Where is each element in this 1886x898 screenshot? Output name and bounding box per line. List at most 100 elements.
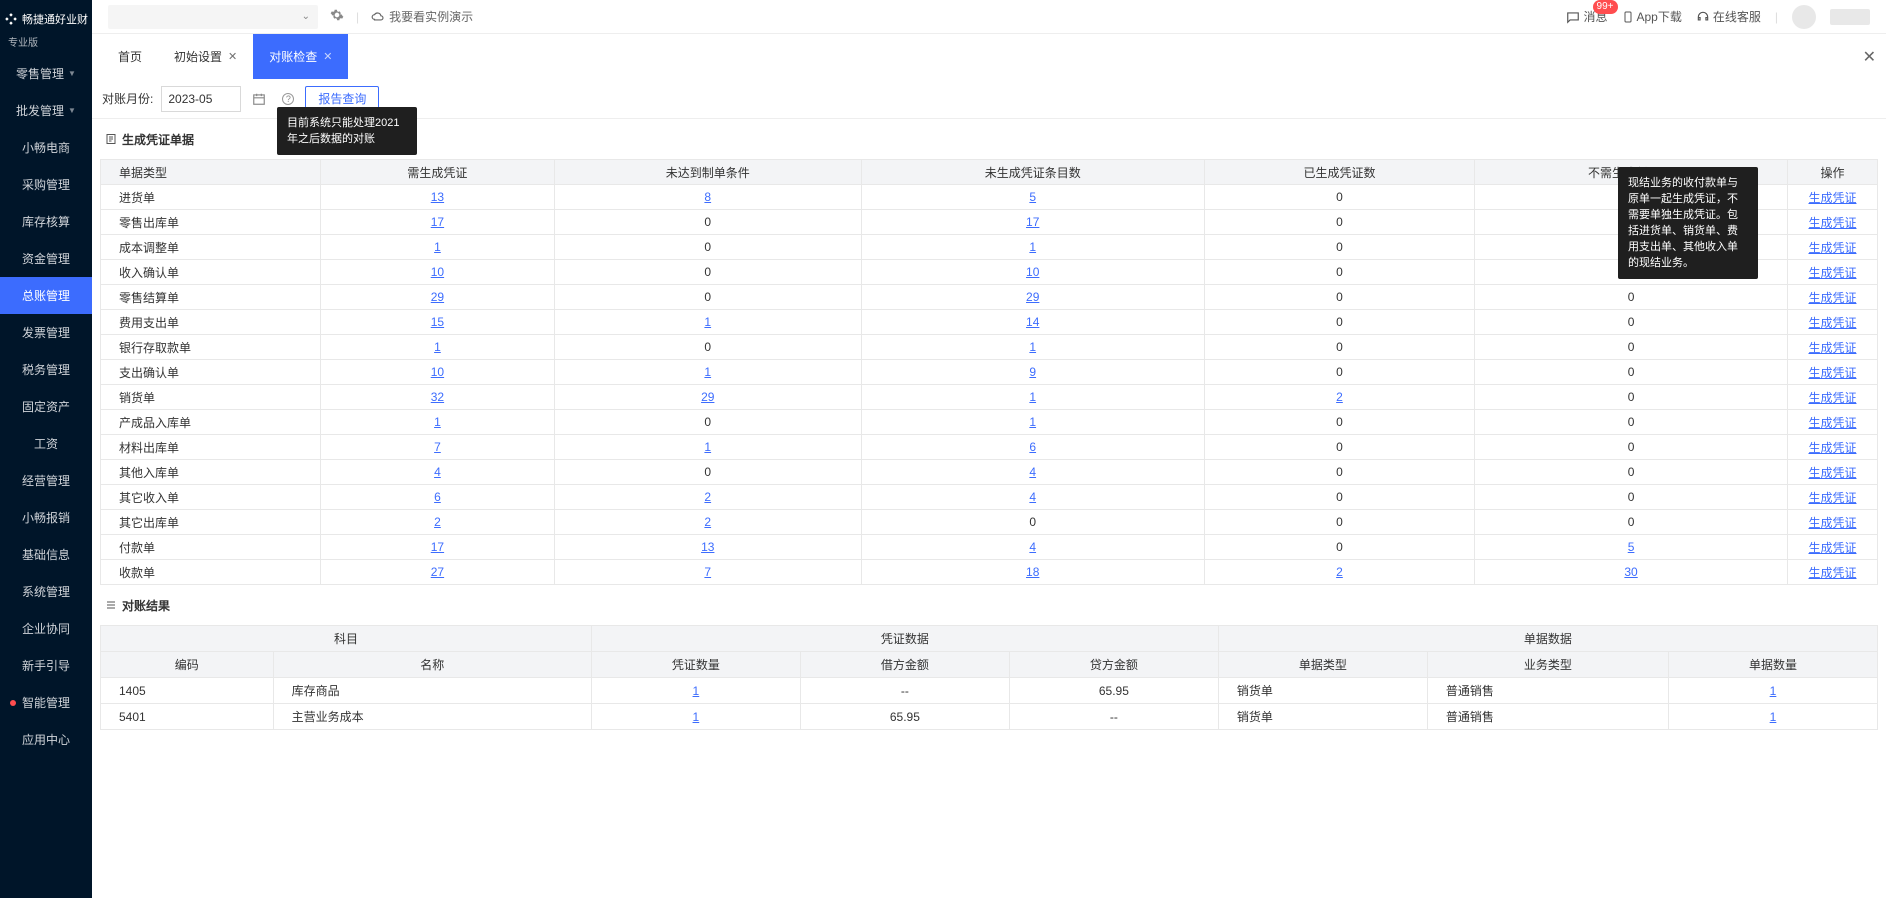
link[interactable]: 6 xyxy=(434,490,441,504)
generate-voucher-link[interactable]: 生成凭证 xyxy=(1808,266,1856,280)
link[interactable]: 7 xyxy=(434,440,441,454)
link[interactable]: 14 xyxy=(1026,315,1039,329)
sidebar-item[interactable]: 资金管理 xyxy=(0,240,92,277)
link[interactable]: 29 xyxy=(1026,290,1039,304)
calendar-icon[interactable] xyxy=(249,89,269,109)
sidebar-item[interactable]: 采购管理 xyxy=(0,166,92,203)
generate-voucher-link[interactable]: 生成凭证 xyxy=(1808,191,1856,205)
sidebar-item[interactable]: 企业协同 xyxy=(0,610,92,647)
link[interactable]: 1 xyxy=(704,440,711,454)
generate-voucher-link[interactable]: 生成凭证 xyxy=(1808,491,1856,505)
sidebar-item[interactable]: 发票管理 xyxy=(0,314,92,351)
sidebar-item[interactable]: 小畅电商 xyxy=(0,129,92,166)
link[interactable]: 32 xyxy=(431,390,444,404)
link[interactable]: 5 xyxy=(1029,190,1036,204)
sidebar-item[interactable]: 小畅报销 xyxy=(0,499,92,536)
link[interactable]: 18 xyxy=(1026,565,1039,579)
link[interactable]: 1 xyxy=(704,315,711,329)
link[interactable]: 1 xyxy=(434,415,441,429)
generate-voucher-link[interactable]: 生成凭证 xyxy=(1808,466,1856,480)
sidebar-item[interactable]: 基础信息 xyxy=(0,536,92,573)
link[interactable]: 2 xyxy=(1336,565,1343,579)
link[interactable]: 4 xyxy=(434,465,441,479)
link[interactable]: 1 xyxy=(1029,240,1036,254)
link[interactable]: 1 xyxy=(1029,340,1036,354)
generate-voucher-link[interactable]: 生成凭证 xyxy=(1808,366,1856,380)
link[interactable]: 1 xyxy=(1029,390,1036,404)
username[interactable] xyxy=(1830,9,1870,25)
sidebar-item[interactable]: 系统管理 xyxy=(0,573,92,610)
link[interactable]: 1 xyxy=(704,365,711,379)
tab-reconciliation[interactable]: 对账检查✕ xyxy=(253,34,348,79)
link[interactable]: 5 xyxy=(1628,540,1635,554)
close-icon[interactable]: ✕ xyxy=(323,50,332,63)
link[interactable]: 30 xyxy=(1624,565,1637,579)
link[interactable]: 10 xyxy=(431,265,444,279)
generate-voucher-link[interactable]: 生成凭证 xyxy=(1808,216,1856,230)
link[interactable]: 9 xyxy=(1029,365,1036,379)
link[interactable]: 2 xyxy=(704,515,711,529)
month-input[interactable]: 2023-05 xyxy=(161,86,241,112)
link[interactable]: 29 xyxy=(431,290,444,304)
sidebar-item[interactable]: 智能管理 xyxy=(0,684,92,721)
sidebar-item[interactable]: 应用中心 xyxy=(0,721,92,758)
link[interactable]: 13 xyxy=(431,190,444,204)
generate-voucher-link[interactable]: 生成凭证 xyxy=(1808,441,1856,455)
link[interactable]: 10 xyxy=(1026,265,1039,279)
link[interactable]: 2 xyxy=(434,515,441,529)
link[interactable]: 7 xyxy=(704,565,711,579)
link[interactable]: 17 xyxy=(1026,215,1039,229)
sidebar-item[interactable]: 新手引导 xyxy=(0,647,92,684)
link[interactable]: 2 xyxy=(704,490,711,504)
sidebar-item[interactable]: 经营管理 xyxy=(0,462,92,499)
link[interactable]: 4 xyxy=(1029,490,1036,504)
link[interactable]: 10 xyxy=(431,365,444,379)
tab-initial-setup[interactable]: 初始设置✕ xyxy=(158,34,253,79)
app-download[interactable]: App下载 xyxy=(1622,8,1682,25)
generate-voucher-link[interactable]: 生成凭证 xyxy=(1808,291,1856,305)
generate-voucher-link[interactable]: 生成凭证 xyxy=(1808,341,1856,355)
link[interactable]: 8 xyxy=(704,190,711,204)
generate-voucher-link[interactable]: 生成凭证 xyxy=(1808,516,1856,530)
sidebar-item[interactable]: 总账管理 xyxy=(0,277,92,314)
link[interactable]: 1 xyxy=(693,684,700,698)
org-selector[interactable]: ⌄ xyxy=(108,5,318,29)
link[interactable]: 4 xyxy=(1029,465,1036,479)
tab-home[interactable]: 首页 xyxy=(102,34,158,79)
demo-link[interactable]: 我要看实例演示 xyxy=(371,8,473,25)
link[interactable]: 27 xyxy=(431,565,444,579)
gear-icon[interactable] xyxy=(330,8,344,25)
sidebar-item[interactable]: 固定资产 xyxy=(0,388,92,425)
link[interactable]: 1 xyxy=(1770,684,1777,698)
sidebar-item[interactable]: 库存核算 xyxy=(0,203,92,240)
generate-voucher-link[interactable]: 生成凭证 xyxy=(1808,416,1856,430)
customer-service[interactable]: 在线客服 xyxy=(1696,8,1761,25)
sidebar-item[interactable]: 零售管理▼ xyxy=(0,55,92,92)
sidebar-item[interactable]: 税务管理 xyxy=(0,351,92,388)
link[interactable]: 1 xyxy=(434,240,441,254)
generate-voucher-link[interactable]: 生成凭证 xyxy=(1808,241,1856,255)
link[interactable]: 1 xyxy=(693,710,700,724)
link[interactable]: 15 xyxy=(431,315,444,329)
sidebar-item[interactable]: 工资 xyxy=(0,425,92,462)
link[interactable]: 17 xyxy=(431,215,444,229)
help-icon[interactable]: ? xyxy=(277,89,297,109)
link[interactable]: 1 xyxy=(1770,710,1777,724)
generate-voucher-link[interactable]: 生成凭证 xyxy=(1808,316,1856,330)
generate-voucher-link[interactable]: 生成凭证 xyxy=(1808,391,1856,405)
close-all-icon[interactable]: ✕ xyxy=(1863,47,1876,67)
link[interactable]: 17 xyxy=(431,540,444,554)
sidebar-item[interactable]: 批发管理▼ xyxy=(0,92,92,129)
link[interactable]: 6 xyxy=(1029,440,1036,454)
link[interactable]: 4 xyxy=(1029,540,1036,554)
avatar[interactable] xyxy=(1792,5,1816,29)
close-icon[interactable]: ✕ xyxy=(228,50,237,63)
link[interactable]: 1 xyxy=(1029,415,1036,429)
generate-voucher-link[interactable]: 生成凭证 xyxy=(1808,541,1856,555)
link[interactable]: 2 xyxy=(1336,390,1343,404)
generate-voucher-link[interactable]: 生成凭证 xyxy=(1808,566,1856,580)
link[interactable]: 13 xyxy=(701,540,714,554)
link[interactable]: 1 xyxy=(434,340,441,354)
link[interactable]: 29 xyxy=(701,390,714,404)
message-button[interactable]: 消息 99+ xyxy=(1566,8,1607,25)
